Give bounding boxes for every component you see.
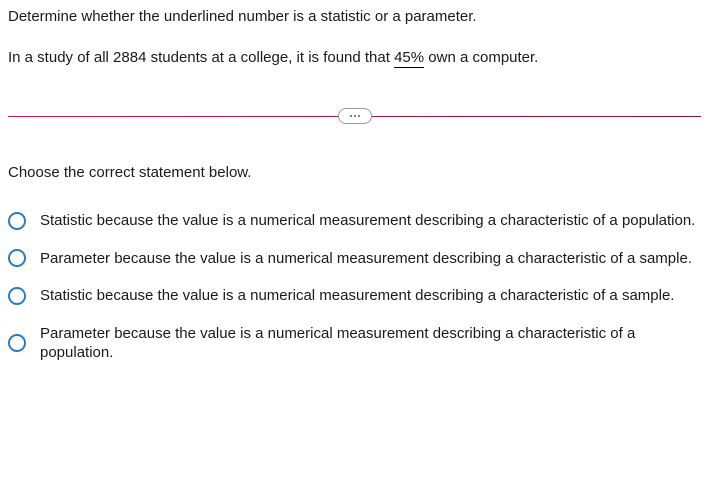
radio-d[interactable] [8, 334, 26, 352]
option-b-label: Parameter because the value is a numeric… [40, 249, 692, 269]
scenario-text-post: own a computer. [424, 49, 538, 66]
scenario-text-pre: In a study of all 2884 students at a col… [8, 49, 394, 66]
radio-c[interactable] [8, 287, 26, 305]
option-d[interactable]: Parameter because the value is a numeric… [8, 324, 701, 363]
radio-b[interactable] [8, 249, 26, 267]
question-scenario: In a study of all 2884 students at a col… [8, 47, 701, 68]
option-b[interactable]: Parameter because the value is a numeric… [8, 249, 701, 269]
option-d-label: Parameter because the value is a numeric… [40, 324, 701, 363]
underlined-value: 45% [394, 49, 424, 68]
radio-a[interactable] [8, 212, 26, 230]
options-group: Statistic because the value is a numeric… [8, 211, 701, 363]
option-c[interactable]: Statistic because the value is a numeric… [8, 286, 701, 306]
question-instruction: Determine whether the underlined number … [8, 8, 701, 25]
option-a[interactable]: Statistic because the value is a numeric… [8, 211, 701, 231]
expand-button[interactable] [338, 108, 372, 124]
option-a-label: Statistic because the value is a numeric… [40, 211, 695, 231]
question-block: Determine whether the underlined number … [8, 8, 701, 68]
section-divider [8, 108, 701, 124]
option-c-label: Statistic because the value is a numeric… [40, 286, 674, 306]
ellipsis-icon [350, 115, 360, 117]
answer-prompt: Choose the correct statement below. [8, 164, 701, 181]
